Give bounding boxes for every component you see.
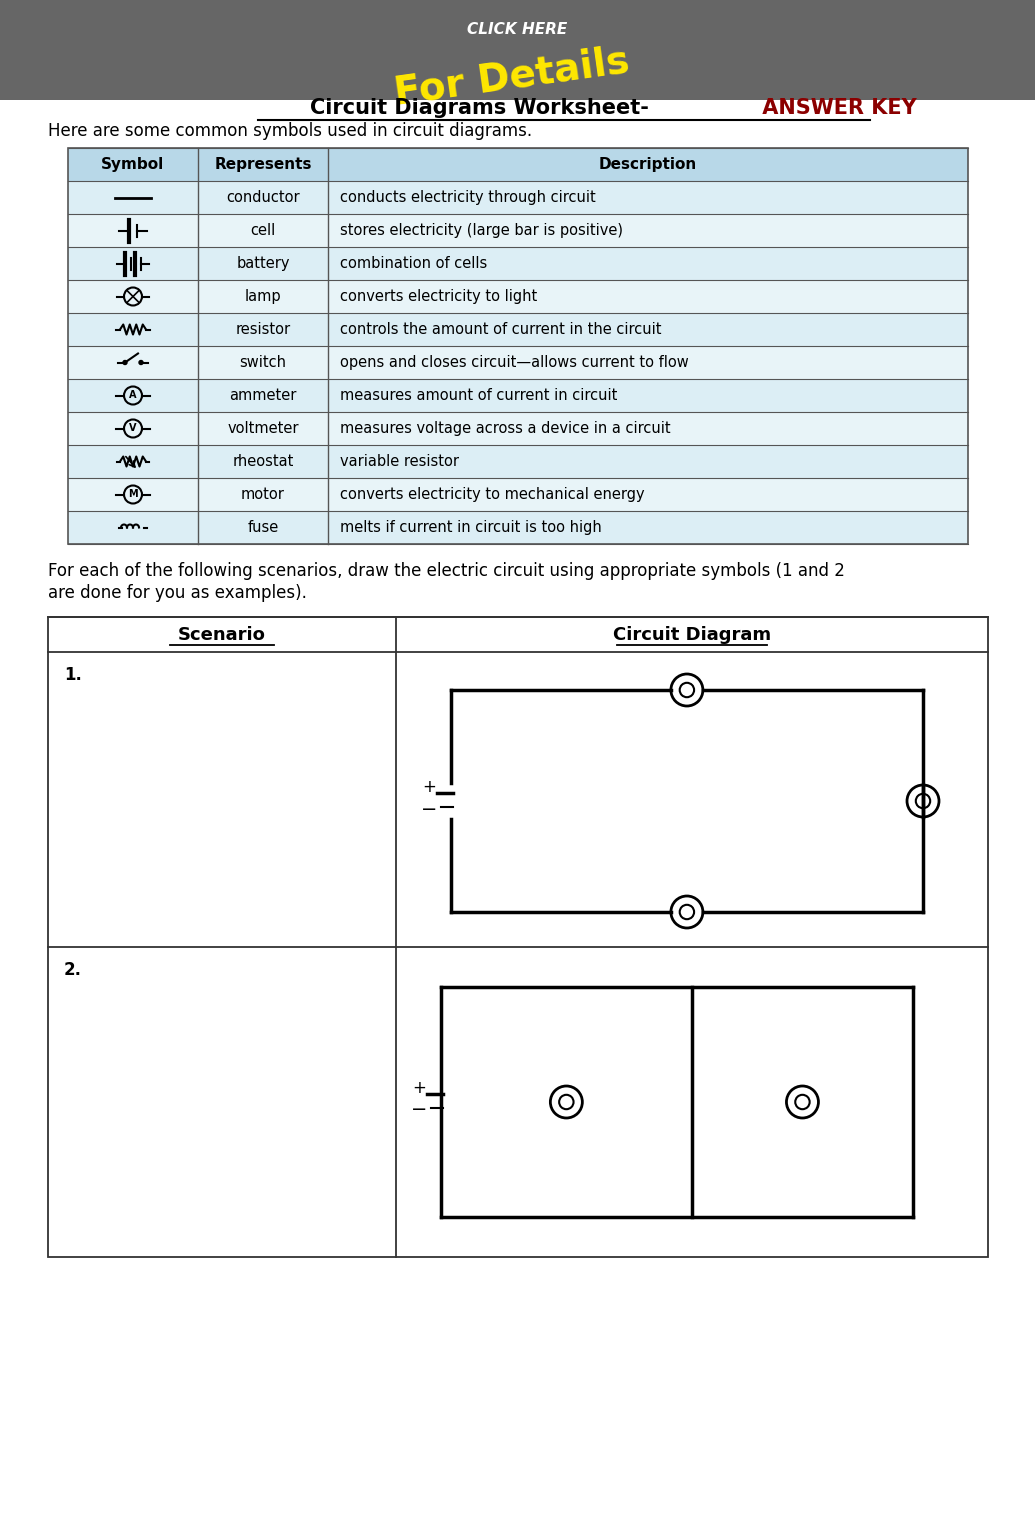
Text: stores electricity (large bar is positive): stores electricity (large bar is positiv…: [341, 223, 623, 238]
Bar: [68, 346, 968, 379]
Text: Circuit Diagram: Circuit Diagram: [613, 625, 771, 643]
Text: Description: Description: [599, 156, 698, 171]
Bar: [68, 181, 968, 214]
Text: conducts electricity through circuit: conducts electricity through circuit: [341, 190, 596, 205]
Text: conductor: conductor: [227, 190, 300, 205]
Text: cell: cell: [250, 223, 275, 238]
Text: are done for you as examples).: are done for you as examples).: [48, 584, 306, 602]
Text: For each of the following scenarios, draw the electric circuit using appropriate: For each of the following scenarios, dra…: [48, 561, 845, 579]
Bar: [68, 214, 968, 247]
Bar: [68, 149, 968, 545]
Text: Here are some common symbols used in circuit diagrams.: Here are some common symbols used in cir…: [48, 121, 532, 140]
Text: ammeter: ammeter: [230, 388, 297, 404]
Text: Represents: Represents: [214, 156, 312, 171]
Text: melts if current in circuit is too high: melts if current in circuit is too high: [341, 520, 601, 536]
Text: Scenario: Scenario: [178, 625, 266, 643]
Bar: [68, 313, 968, 346]
Text: lamp: lamp: [244, 290, 282, 303]
Text: motor: motor: [241, 487, 285, 502]
Text: voltmeter: voltmeter: [228, 422, 299, 435]
Text: converts electricity to light: converts electricity to light: [341, 290, 537, 303]
Text: battery: battery: [236, 256, 290, 272]
Text: −: −: [420, 799, 437, 819]
Bar: [68, 281, 968, 313]
Text: For Details: For Details: [392, 42, 632, 112]
Text: measures voltage across a device in a circuit: measures voltage across a device in a ci…: [341, 422, 671, 435]
Text: −: −: [411, 1100, 427, 1120]
Text: variable resistor: variable resistor: [341, 454, 459, 469]
Text: combination of cells: combination of cells: [341, 256, 487, 272]
Text: Circuit Diagrams Worksheet-: Circuit Diagrams Worksheet-: [310, 99, 649, 118]
Text: resistor: resistor: [235, 322, 291, 337]
Text: rheostat: rheostat: [232, 454, 294, 469]
Text: controls the amount of current in the circuit: controls the amount of current in the ci…: [341, 322, 661, 337]
Text: switch: switch: [239, 355, 287, 370]
Text: 2.: 2.: [64, 960, 82, 978]
Text: Symbol: Symbol: [101, 156, 165, 171]
Bar: [68, 413, 968, 444]
Text: +: +: [412, 1079, 425, 1097]
Text: M: M: [128, 488, 138, 499]
Text: converts electricity to mechanical energy: converts electricity to mechanical energ…: [341, 487, 645, 502]
Text: V: V: [129, 423, 137, 432]
Text: ANSWER KEY: ANSWER KEY: [755, 99, 917, 118]
Bar: [48, 617, 988, 1258]
Text: measures amount of current in circuit: measures amount of current in circuit: [341, 388, 617, 404]
Text: +: +: [422, 778, 436, 796]
Bar: [68, 379, 968, 413]
Circle shape: [123, 361, 127, 364]
Text: A: A: [129, 390, 137, 400]
Text: fuse: fuse: [247, 520, 278, 536]
Circle shape: [139, 361, 143, 364]
Text: opens and closes circuit—allows current to flow: opens and closes circuit—allows current …: [341, 355, 688, 370]
Bar: [0, 0, 1035, 100]
Bar: [68, 444, 968, 478]
Bar: [68, 478, 968, 511]
Text: CLICK HERE: CLICK HERE: [467, 23, 567, 36]
Bar: [68, 511, 968, 545]
Text: 1.: 1.: [64, 666, 82, 684]
Bar: [68, 149, 968, 181]
Bar: [68, 247, 968, 281]
